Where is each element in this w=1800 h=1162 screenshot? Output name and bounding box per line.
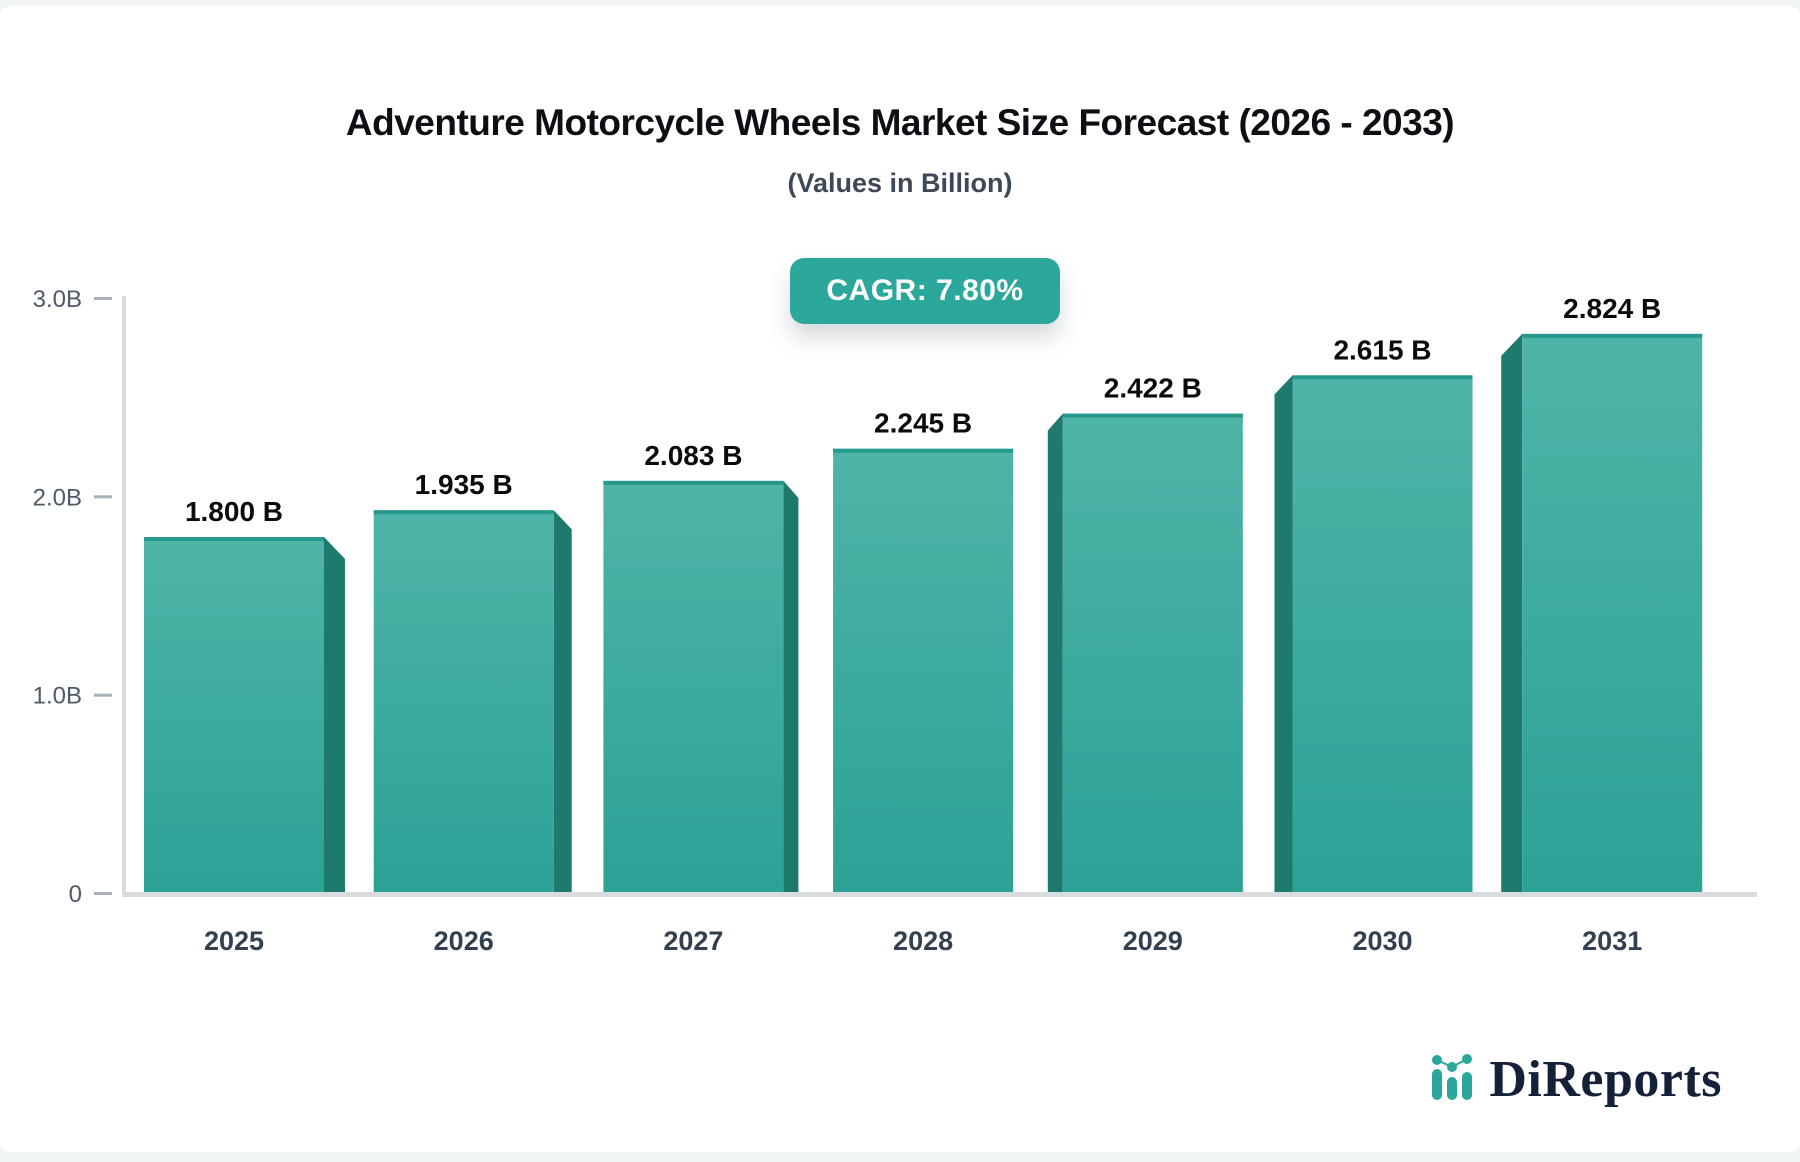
bar — [374, 510, 554, 894]
x-axis-label: 2025 — [204, 926, 264, 956]
y-axis-tick — [94, 297, 112, 300]
bar-top-edge — [374, 510, 554, 514]
bar-value-label: 2.824 B — [1563, 293, 1661, 324]
y-axis-tick — [94, 892, 112, 895]
bar-side-face — [1275, 375, 1293, 894]
bar-chart: 0 1.0B 2.0B 3.0B 1.800 B 2025 1.935 B 2026 2.083… — [0, 6, 1800, 1162]
bar-value-label: 2.083 B — [644, 440, 742, 471]
bar-side-face — [1501, 334, 1522, 894]
y-axis-label: 0 — [69, 881, 82, 908]
bar-value-label: 2.422 B — [1104, 373, 1202, 404]
bar-value-label: 1.935 B — [415, 469, 513, 500]
bar-top-edge — [833, 449, 1013, 453]
bar-side-face — [783, 481, 798, 894]
bar — [1293, 375, 1473, 894]
y-axis-label: 2.0B — [33, 484, 82, 511]
bar — [1522, 334, 1702, 894]
x-axis-label: 2029 — [1123, 926, 1183, 956]
direports-logo: DiReports — [1431, 1052, 1722, 1106]
x-axis-line — [122, 892, 1757, 897]
x-axis-label: 2030 — [1352, 926, 1412, 956]
bar — [603, 481, 783, 894]
bar-value-label: 1.800 B — [185, 496, 283, 527]
bar — [1063, 414, 1243, 894]
bar-side-face — [554, 510, 572, 894]
bar-side-face — [324, 537, 345, 894]
bar — [144, 537, 324, 894]
y-axis-label: 1.0B — [33, 683, 82, 710]
logo-text: DiReports — [1489, 1054, 1722, 1106]
x-axis-label: 2027 — [663, 926, 723, 956]
bar-top-edge — [1063, 414, 1243, 418]
bar-side-face — [1048, 414, 1063, 894]
bar-top-edge — [603, 481, 783, 485]
x-axis-label: 2026 — [434, 926, 494, 956]
bar-top-edge — [1293, 375, 1473, 379]
x-axis-label: 2031 — [1582, 926, 1642, 956]
bar-value-label: 2.245 B — [874, 408, 972, 439]
bar — [833, 449, 1013, 894]
y-axis-label: 3.0B — [33, 286, 82, 313]
x-axis-label: 2028 — [893, 926, 953, 956]
y-axis-tick — [94, 495, 112, 498]
bar-value-label: 2.615 B — [1333, 334, 1431, 365]
y-axis-tick — [94, 694, 112, 697]
y-axis-line — [122, 296, 126, 894]
bar-top-edge — [1522, 334, 1702, 338]
bar-top-edge — [144, 537, 324, 541]
chart-card: Adventure Motorcycle Wheels Market Size … — [0, 6, 1800, 1152]
mini-bar-chart-icon — [1431, 1052, 1481, 1104]
